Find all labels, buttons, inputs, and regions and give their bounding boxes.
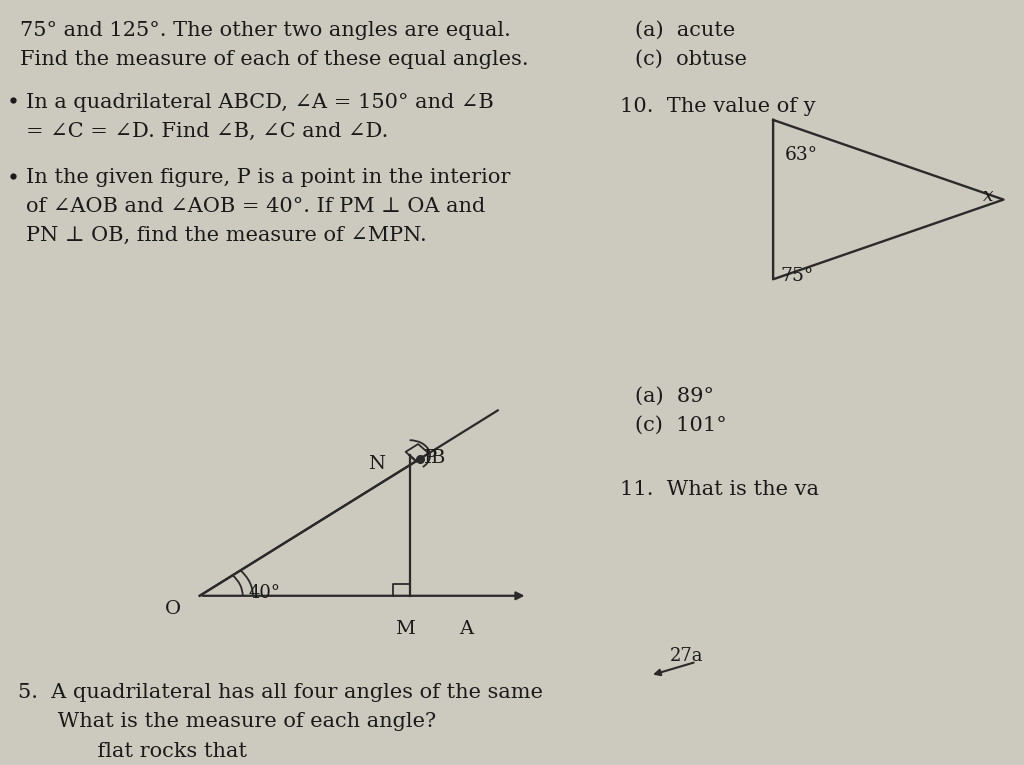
Text: (a)  89°: (a) 89° — [635, 387, 714, 406]
Text: Find the measure of each of these equal angles.: Find the measure of each of these equal … — [20, 50, 529, 69]
Text: 40°: 40° — [249, 584, 281, 601]
Text: O: O — [165, 600, 181, 617]
Text: PN ⊥ OB, find the measure of ∠MPN.: PN ⊥ OB, find the measure of ∠MPN. — [26, 226, 426, 245]
Text: P: P — [424, 449, 437, 467]
Text: (c)  101°: (c) 101° — [635, 416, 727, 435]
Text: B: B — [430, 450, 444, 467]
Text: 5.  A quadrilateral has all four angles of the same: 5. A quadrilateral has all four angles o… — [18, 683, 544, 702]
Text: of ∠AOB and ∠AOB = 40°. If PM ⊥ OA and: of ∠AOB and ∠AOB = 40°. If PM ⊥ OA and — [26, 197, 484, 216]
Text: In a quadrilateral ABCD, ∠A = 150° and ∠B: In a quadrilateral ABCD, ∠A = 150° and ∠… — [26, 93, 494, 112]
Text: M: M — [394, 620, 415, 638]
Text: flat rocks that: flat rocks that — [18, 742, 248, 761]
Text: N: N — [369, 455, 385, 473]
Text: A: A — [459, 620, 473, 638]
Text: 75°: 75° — [780, 267, 813, 285]
Text: (c)  obtuse: (c) obtuse — [635, 50, 746, 69]
Text: What is the measure of each angle?: What is the measure of each angle? — [18, 712, 436, 731]
Text: 11.  What is the va: 11. What is the va — [620, 480, 818, 499]
Text: = ∠C = ∠D. Find ∠B, ∠C and ∠D.: = ∠C = ∠D. Find ∠B, ∠C and ∠D. — [26, 122, 388, 141]
Text: 27a: 27a — [670, 646, 702, 665]
Text: 63°: 63° — [784, 145, 817, 164]
Text: 10.  The value of y: 10. The value of y — [620, 97, 815, 116]
Text: In the given figure, P is a point in the interior: In the given figure, P is a point in the… — [26, 168, 510, 187]
Text: (a)  acute: (a) acute — [635, 21, 735, 41]
Text: 75° and 125°. The other two angles are equal.: 75° and 125°. The other two angles are e… — [20, 21, 511, 41]
Text: x: x — [983, 187, 993, 205]
